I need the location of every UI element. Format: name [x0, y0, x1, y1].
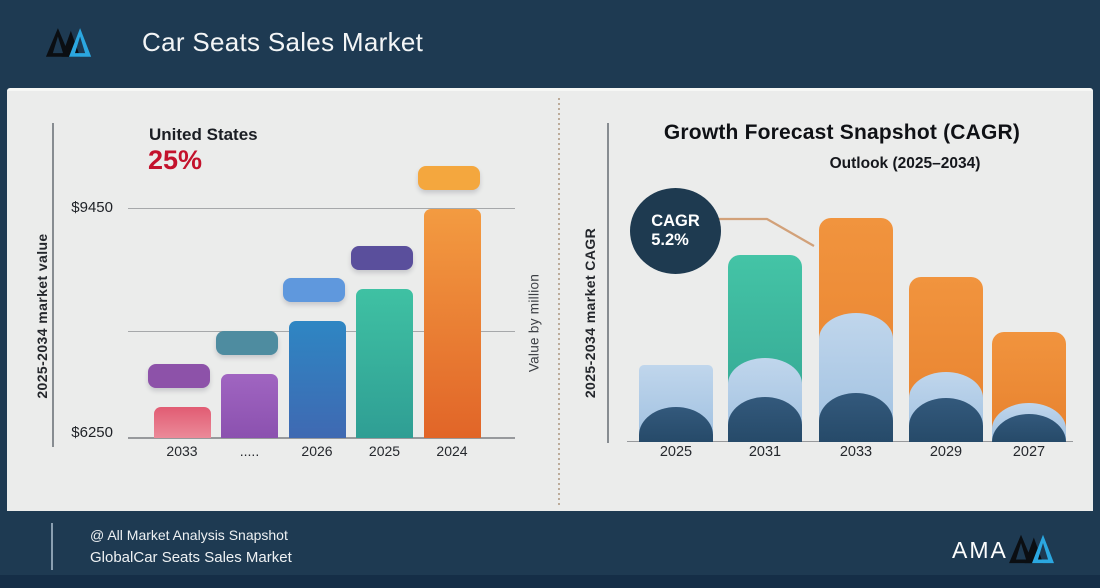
- footer-report-text: GlobalCar Seats Sales Market: [90, 549, 292, 566]
- left-x-axis-line: [128, 437, 515, 439]
- cagr-badge-value: 5.2%: [651, 231, 689, 249]
- x-axis-label: 2026: [301, 443, 333, 459]
- left-right-axis-label: Value by million: [526, 273, 542, 373]
- page-title: Car Seats Sales Market: [142, 27, 424, 57]
- bar-cap-2033: [148, 364, 210, 389]
- x-axis-label: 2025: [368, 443, 401, 459]
- x-axis-label: 2033: [839, 444, 873, 460]
- x-axis-label: 2024: [436, 443, 468, 459]
- x-axis-label: .....: [239, 443, 260, 459]
- cagr-badge: CAGR 5.2%: [630, 188, 721, 274]
- right-y-axis-label: 2025-2034 market CAGR: [582, 227, 598, 399]
- right-chart-subtitle: Outlook (2025–2034): [829, 155, 981, 172]
- x-axis-label: 2031: [748, 444, 782, 460]
- y-tick-6250: $6250: [71, 424, 113, 441]
- bar-2026: [288, 320, 346, 438]
- footer-source-text: @ All Market Analysis Snapshot: [90, 527, 288, 543]
- left-y-axis-line: [52, 123, 54, 447]
- bar-cap-2026: [283, 277, 345, 302]
- x-axis-label: 2025: [659, 444, 693, 460]
- x-axis-label: 2033: [166, 443, 198, 459]
- gridline-top: [128, 208, 515, 209]
- bar-cap-2025: [350, 246, 413, 271]
- panel-divider: [558, 98, 560, 506]
- stack-base-2029: [909, 398, 983, 442]
- left-chart-growth-value: 25%: [148, 145, 203, 175]
- bar-2033: [153, 407, 211, 438]
- footer-ama-logo-icon: [1009, 534, 1054, 564]
- cagr-badge-label: CAGR: [651, 212, 700, 230]
- footer-divider-bar: [51, 523, 53, 570]
- stack-base-2033: [819, 393, 893, 442]
- left-chart-region-label: United States: [149, 125, 258, 144]
- right-y-axis-line: [607, 123, 609, 443]
- left-y-axis-label: 2025-2034 market value: [34, 233, 50, 399]
- y-tick-9450: $9450: [71, 199, 113, 216]
- footer-brand-text: AMA: [952, 537, 1008, 563]
- footer-bottom-strip: [0, 575, 1100, 588]
- bar-2024: [423, 209, 481, 438]
- bar-.....: [221, 374, 278, 438]
- x-axis-label: 2027: [1012, 444, 1046, 460]
- header: Car Seats Sales Market: [0, 0, 1100, 88]
- ama-logo-icon: [45, 28, 92, 57]
- x-axis-label: 2029: [929, 444, 963, 460]
- bar-cap-2024: [418, 166, 480, 190]
- bar-cap-.....: [215, 331, 278, 356]
- right-chart-title: Growth Forecast Snapshot (CAGR): [663, 121, 1021, 144]
- stack-base-2031: [728, 397, 802, 442]
- bar-2025: [356, 289, 413, 438]
